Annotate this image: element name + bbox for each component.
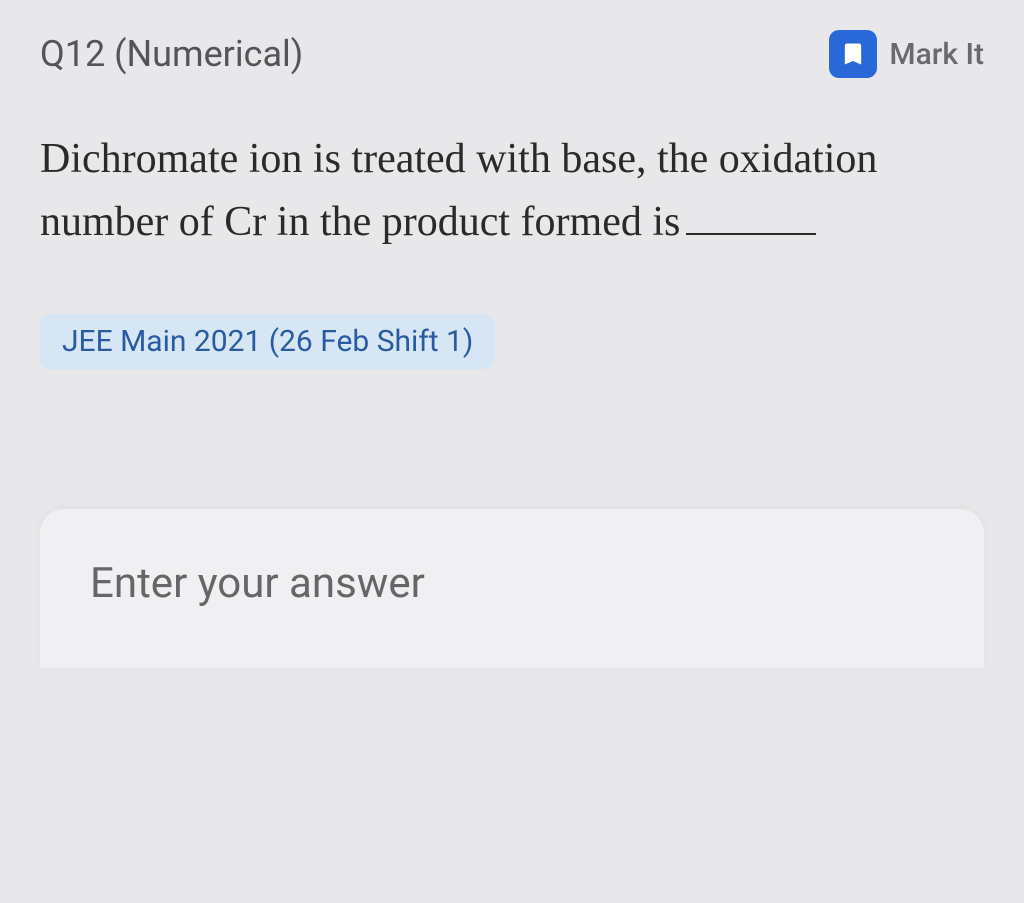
blank-line xyxy=(686,233,816,235)
question-text: Dichromate ion is treated with base, the… xyxy=(40,128,984,254)
mark-it-button[interactable]: Mark It xyxy=(829,30,984,78)
question-header: Q12 (Numerical) Mark It xyxy=(40,30,984,78)
question-body: Dichromate ion is treated with base, the… xyxy=(40,136,877,245)
exam-source-tag[interactable]: JEE Main 2021 (26 Feb Shift 1) xyxy=(40,314,495,369)
answer-input[interactable]: Enter your answer xyxy=(90,559,934,608)
answer-input-container[interactable]: Enter your answer xyxy=(40,509,984,668)
bookmark-icon xyxy=(829,30,877,78)
mark-it-label: Mark It xyxy=(889,37,984,72)
question-number-label: Q12 (Numerical) xyxy=(40,33,303,75)
